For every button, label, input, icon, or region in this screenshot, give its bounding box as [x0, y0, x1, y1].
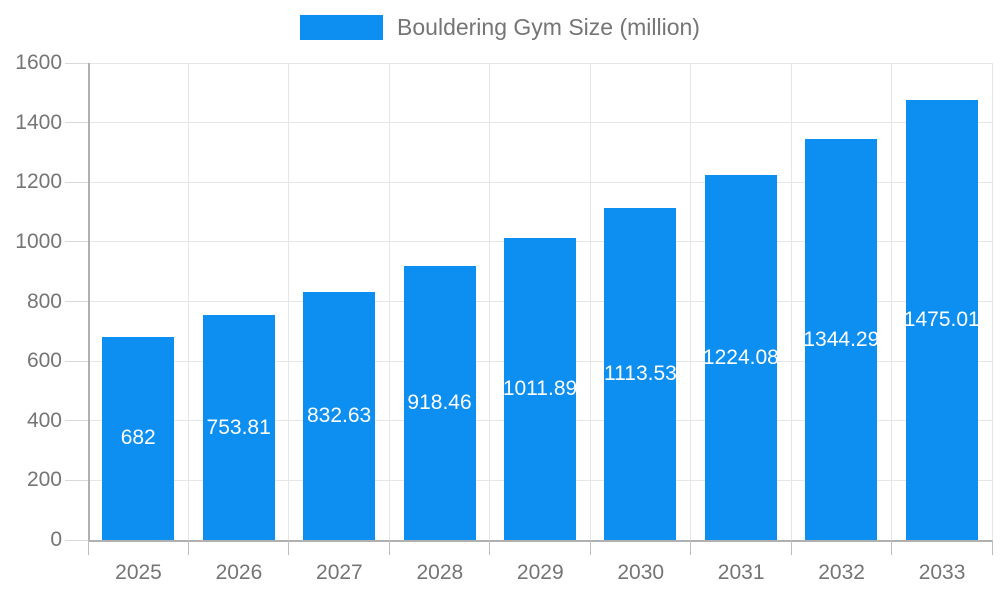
x-tick-label: 2027 [316, 561, 363, 584]
v-gridline [991, 63, 993, 540]
x-tick-mark [187, 540, 189, 555]
x-tick-label: 2030 [617, 561, 665, 584]
v-gridline [790, 63, 792, 540]
y-tick-label: 1600 [15, 51, 62, 74]
y-tick-mark [65, 122, 88, 124]
bar-2025[interactable]: 682 [102, 336, 175, 540]
y-tick-mark [65, 479, 88, 481]
x-tick-label: 2031 [717, 561, 765, 584]
x-tick-mark [489, 540, 491, 555]
v-gridline [187, 63, 189, 540]
x-tick-mark [589, 540, 591, 555]
y-tick-mark [65, 539, 88, 541]
x-tick-mark [288, 540, 290, 555]
x-tick-mark [991, 540, 993, 555]
y-tick-label: 1400 [15, 110, 62, 134]
y-tick-label: 400 [26, 408, 62, 432]
y-tick-mark [65, 241, 88, 243]
v-gridline [589, 63, 591, 540]
legend-label: Bouldering Gym Size (million) [397, 14, 700, 40]
x-tick-mark [388, 540, 390, 555]
y-tick-mark [65, 301, 88, 302]
h-gridline [88, 181, 992, 183]
plot-area: 682 753.81 832.63 918.46 1011.89 1113.53 1224.… [88, 62, 993, 540]
chart-legend: Bouldering Gym Size (million) [0, 14, 1000, 41]
y-tick-label: 0 [50, 528, 62, 551]
y-tick-label: 600 [26, 349, 62, 373]
bar-2028[interactable]: 918.46 [403, 266, 476, 540]
x-tick-label: 2032 [818, 561, 865, 584]
bar-value-label: 1113.53 [604, 362, 677, 386]
bar-2031[interactable]: 1224.08 [704, 175, 777, 540]
h-gridline [88, 122, 992, 124]
bar-value-label: 1475.01 [905, 308, 978, 332]
v-gridline [388, 63, 390, 540]
x-tick-label: 2029 [516, 561, 564, 584]
y-tick-mark [65, 420, 88, 422]
y-tick-mark [65, 360, 88, 362]
bar-value-label: 1344.29 [805, 327, 878, 351]
x-axis-line [88, 540, 993, 542]
bar-2032[interactable]: 1344.29 [805, 139, 878, 540]
x-tick-mark [891, 540, 893, 555]
y-tick-mark [65, 181, 88, 183]
bar-value-label: 1224.08 [704, 345, 777, 369]
bar-value-label: 753.81 [206, 415, 271, 439]
bar-2026[interactable]: 753.81 [202, 315, 275, 540]
x-tick-mark [690, 540, 692, 555]
bar-2033[interactable]: 1475.01 [905, 100, 978, 540]
x-tick-label: 2028 [416, 561, 464, 584]
v-gridline [288, 63, 290, 540]
y-axis-line [88, 63, 90, 541]
legend-swatch-icon [300, 15, 384, 40]
v-gridline [690, 63, 692, 540]
bar-value-label: 832.63 [306, 403, 372, 427]
y-tick-label: 800 [26, 289, 62, 313]
bar-2029[interactable]: 1011.89 [504, 238, 576, 540]
x-tick-mark [87, 540, 89, 555]
y-tick-label: 200 [26, 468, 62, 492]
bar-value-label: 682 [120, 426, 156, 450]
x-tick-label: 2025 [115, 561, 162, 584]
v-gridline [489, 63, 491, 540]
h-gridline [88, 62, 992, 64]
bar-2030[interactable]: 1113.53 [604, 208, 677, 540]
y-tick-label: 1000 [15, 229, 62, 253]
v-gridline [891, 63, 893, 540]
x-tick-label: 2026 [215, 561, 263, 584]
bar-value-label: 918.46 [407, 391, 472, 415]
y-tick-label: 1200 [15, 170, 62, 194]
bar-2027[interactable]: 832.63 [303, 291, 376, 540]
legend-item[interactable]: Bouldering Gym Size (million) [300, 14, 700, 41]
x-tick-mark [790, 540, 792, 555]
x-tick-label: 2033 [918, 561, 966, 584]
y-tick-mark [65, 62, 88, 64]
bar-value-label: 1011.89 [504, 377, 576, 401]
